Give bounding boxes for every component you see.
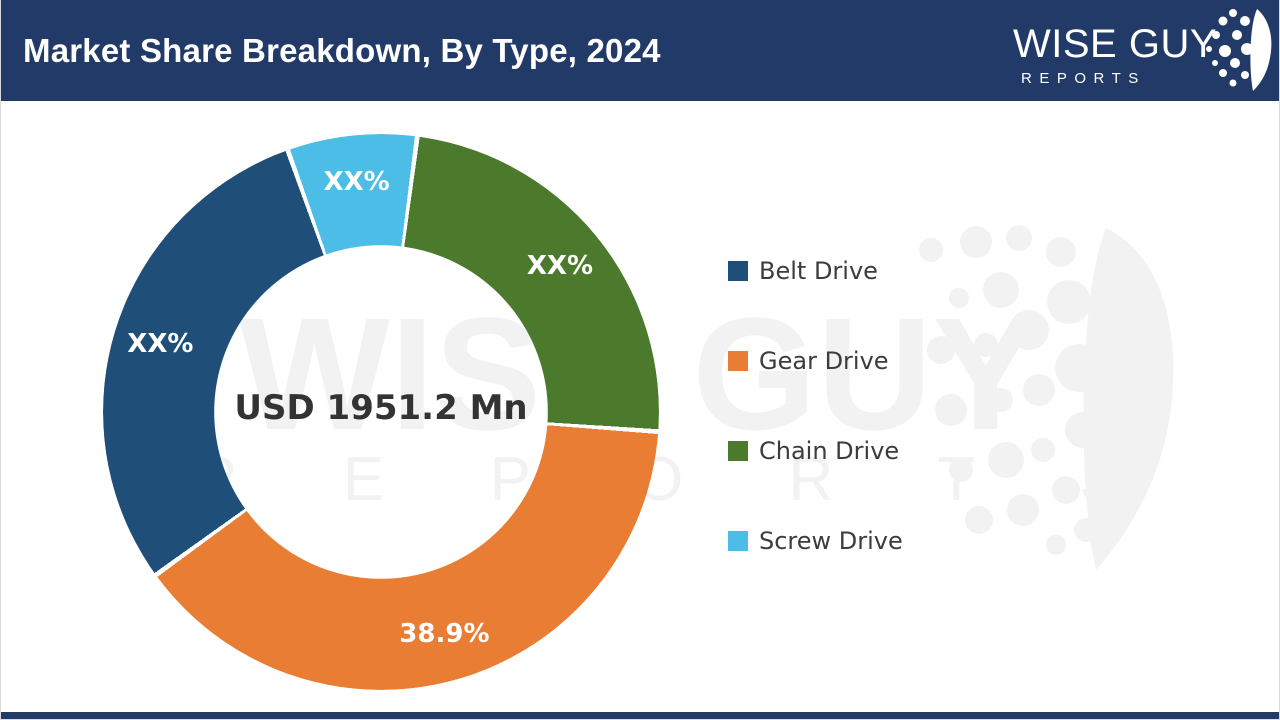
slice-label-screw-drive: XX% xyxy=(323,167,390,198)
slice-label-chain-drive: XX% xyxy=(526,250,594,281)
wise-guy-reports-logo: WISE GUY REPORTS xyxy=(1013,9,1272,91)
logo-reports-text: REPORTS xyxy=(1021,70,1146,87)
donut-ring xyxy=(103,134,659,690)
legend-swatch-chain-drive xyxy=(728,441,748,461)
page-title: Market Share Breakdown, By Type, 2024 xyxy=(23,32,661,69)
slice-label-belt-drive: XX% xyxy=(127,328,194,359)
logo-dotted-head-icon xyxy=(1206,9,1272,91)
legend-item-gear-drive: Gear Drive xyxy=(728,347,903,375)
legend-label-gear-drive: Gear Drive xyxy=(759,347,889,375)
legend-label-chain-drive: Chain Drive xyxy=(759,437,900,465)
slice-label-gear-drive: 38.9% xyxy=(399,619,490,650)
chart-legend: Belt Drive Gear Drive Chain Drive Screw … xyxy=(728,257,903,617)
legend-item-belt-drive: Belt Drive xyxy=(728,257,903,285)
legend-label-screw-drive: Screw Drive xyxy=(759,527,903,555)
legend-swatch-screw-drive xyxy=(728,531,748,551)
logo-wiseguy-text: WISE GUY xyxy=(1013,22,1217,66)
legend-item-chain-drive: Chain Drive xyxy=(728,437,903,465)
center-value-label: USD 1951.2 Mn xyxy=(234,388,528,428)
legend-swatch-gear-drive xyxy=(728,351,748,371)
watermark-dotted-head xyxy=(919,225,1174,570)
legend-item-screw-drive: Screw Drive xyxy=(728,527,903,555)
header-bar: Market Share Breakdown, By Type, 2024 WI… xyxy=(1,0,1279,101)
legend-label-belt-drive: Belt Drive xyxy=(759,257,878,285)
donut-chart: XX% 38.9% XX% XX% USD 1951.2 Mn xyxy=(103,134,659,690)
legend-swatch-belt-drive xyxy=(728,261,748,281)
footer-bar xyxy=(1,712,1279,719)
